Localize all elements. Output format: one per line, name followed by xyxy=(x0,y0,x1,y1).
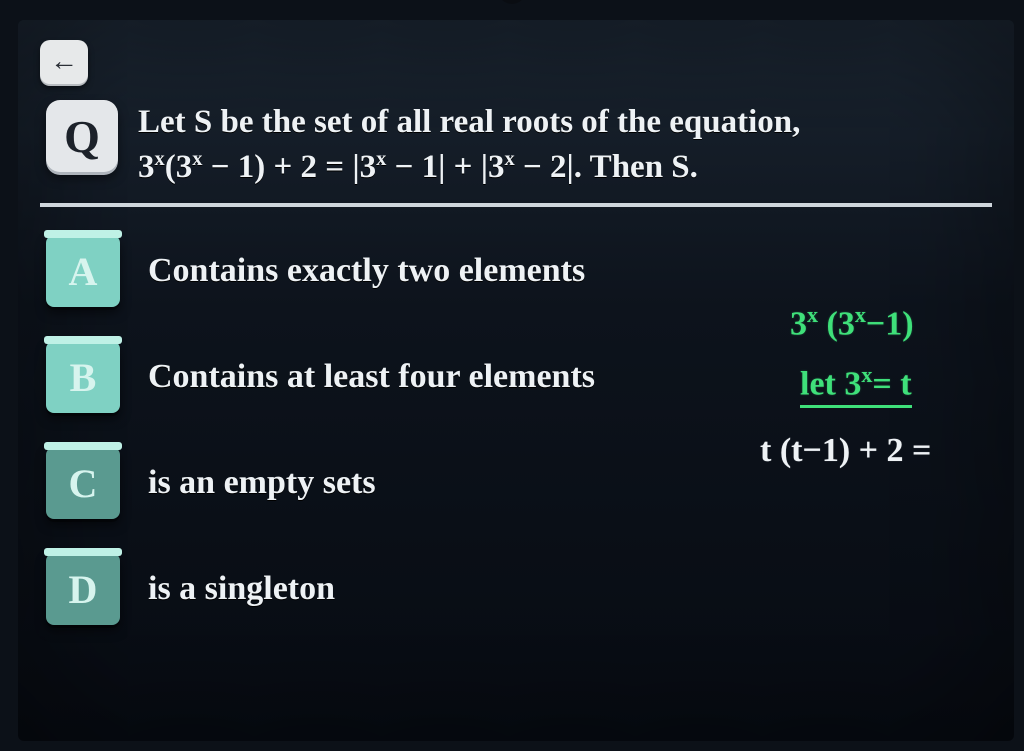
option-letter: A xyxy=(69,248,98,295)
option-letter: B xyxy=(70,354,97,401)
question-line-2: 3x(3x − 1) + 2 = |3x − 1| + |3x − 2|. Th… xyxy=(138,145,800,190)
option-label: is a singleton xyxy=(148,570,335,608)
option-top-bar xyxy=(44,442,122,450)
options-list: A Contains exactly two elements B Contains … xyxy=(40,235,992,625)
option-badge-b[interactable]: B xyxy=(46,341,120,413)
option-letter: D xyxy=(69,566,98,613)
option-row[interactable]: A Contains exactly two elements xyxy=(46,235,992,307)
option-row[interactable]: Cis an empty sets xyxy=(46,447,992,519)
back-icon: ← xyxy=(50,46,78,78)
question-text: Let S be the set of all real roots of th… xyxy=(138,98,800,189)
option-label: Contains exactly two elements xyxy=(148,252,585,290)
option-top-bar xyxy=(44,336,122,344)
option-letter: C xyxy=(69,460,98,507)
question-line-1: Let S be the set of all real roots of th… xyxy=(138,100,800,145)
option-label: Contains at least four elements xyxy=(148,358,595,396)
option-label: is an empty sets xyxy=(148,464,376,502)
question-badge: Q xyxy=(46,100,118,172)
back-button[interactable]: ← xyxy=(40,40,88,84)
option-row[interactable]: B Contains at least four elements xyxy=(46,341,992,413)
option-badge-a[interactable]: A xyxy=(46,235,120,307)
app-screen: ← Q Let S be the set of all real roots o… xyxy=(18,20,1014,741)
option-top-bar xyxy=(44,548,122,556)
option-top-bar xyxy=(44,230,122,238)
question-badge-letter: Q xyxy=(64,110,100,163)
option-row[interactable]: Dis a singleton xyxy=(46,553,992,625)
question-container: Q Let S be the set of all real roots of … xyxy=(40,94,992,207)
option-badge-d[interactable]: D xyxy=(46,553,120,625)
option-badge-c[interactable]: C xyxy=(46,447,120,519)
